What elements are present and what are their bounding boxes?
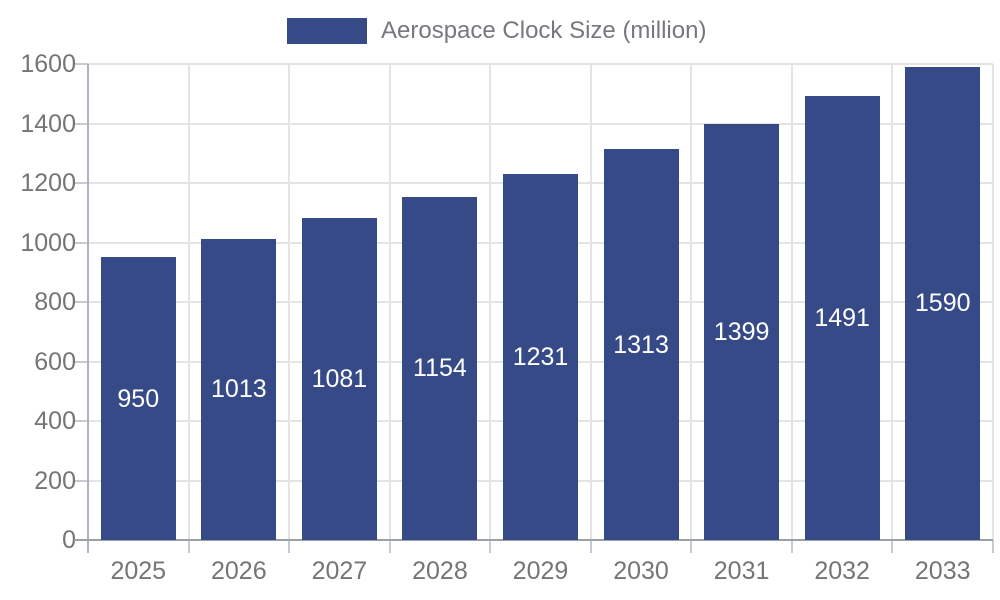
x-gridline bbox=[790, 64, 793, 540]
y-axis-tick bbox=[74, 479, 88, 482]
x-axis-tick bbox=[288, 540, 291, 553]
y-axis-label: 200 bbox=[34, 466, 76, 495]
y-axis-tick bbox=[74, 182, 88, 184]
bar-value-label: 1081 bbox=[311, 365, 368, 394]
x-gridline bbox=[489, 64, 492, 540]
bar-value-label: 1154 bbox=[413, 354, 467, 383]
y-gridline bbox=[88, 122, 993, 125]
x-axis-label: 2026 bbox=[211, 557, 267, 585]
y-gridline bbox=[88, 63, 993, 65]
y-axis-tick bbox=[74, 301, 88, 303]
x-axis-tick bbox=[790, 540, 793, 553]
legend-swatch bbox=[287, 18, 367, 44]
x-gridline bbox=[891, 64, 894, 540]
bar-value-label: 1590 bbox=[914, 289, 971, 318]
y-axis-tick bbox=[74, 360, 88, 363]
y-axis-label: 800 bbox=[34, 288, 76, 316]
x-gridline bbox=[288, 64, 291, 540]
bar[interactable] bbox=[301, 218, 377, 540]
bar[interactable] bbox=[402, 196, 478, 540]
x-gridline bbox=[690, 64, 693, 540]
bar[interactable] bbox=[804, 96, 880, 540]
x-gridline bbox=[992, 64, 994, 540]
bar-value-label: 1399 bbox=[713, 317, 770, 346]
x-axis-tick bbox=[589, 540, 592, 553]
y-axis-label: 0 bbox=[62, 526, 76, 554]
bar[interactable] bbox=[905, 66, 981, 540]
x-axis-tick bbox=[690, 540, 693, 553]
bar[interactable] bbox=[603, 149, 679, 540]
y-axis-label: 1400 bbox=[20, 109, 76, 138]
legend-label: Aerospace Clock Size (million) bbox=[381, 17, 707, 44]
x-axis-label: 2031 bbox=[713, 557, 770, 585]
y-axis-label: 1000 bbox=[20, 228, 76, 257]
y-axis-label: 600 bbox=[34, 347, 76, 376]
bar-value-label: 1013 bbox=[211, 375, 267, 404]
y-axis-label: 400 bbox=[34, 407, 76, 435]
x-axis-tick bbox=[891, 540, 894, 553]
x-gridline bbox=[388, 64, 391, 540]
y-axis-label: 1200 bbox=[20, 169, 76, 197]
y-axis-tick bbox=[74, 63, 88, 65]
x-axis-label: 2028 bbox=[412, 557, 468, 585]
x-axis-tick bbox=[992, 540, 994, 553]
y-axis-tick bbox=[74, 420, 88, 422]
x-axis-label: 2030 bbox=[613, 557, 669, 585]
bar-value-label: 1231 bbox=[512, 342, 569, 371]
bar[interactable] bbox=[100, 257, 176, 540]
y-axis-label: 1600 bbox=[20, 50, 76, 78]
bar[interactable] bbox=[503, 173, 578, 540]
bar[interactable] bbox=[201, 238, 277, 540]
x-axis-label: 2025 bbox=[110, 557, 167, 585]
x-axis-tick bbox=[388, 540, 391, 553]
x-axis-label: 2027 bbox=[311, 557, 368, 585]
legend-item[interactable]: Aerospace Clock Size (million) bbox=[287, 17, 706, 45]
x-axis-label: 2033 bbox=[914, 557, 971, 585]
x-gridline bbox=[187, 64, 190, 540]
x-axis-tick bbox=[489, 540, 492, 553]
y-axis-line bbox=[87, 64, 89, 553]
x-axis-label: 2032 bbox=[814, 557, 870, 585]
y-axis-tick bbox=[74, 122, 88, 125]
bar-value-label: 1491 bbox=[814, 304, 870, 333]
bar[interactable] bbox=[704, 123, 780, 540]
bar-value-label: 950 bbox=[117, 384, 160, 413]
x-axis-tick bbox=[187, 540, 190, 553]
x-axis-label: 2029 bbox=[512, 557, 569, 585]
y-axis-tick bbox=[74, 241, 88, 244]
x-gridline bbox=[589, 64, 592, 540]
bar-value-label: 1313 bbox=[613, 330, 669, 359]
x-axis-line bbox=[74, 539, 993, 541]
